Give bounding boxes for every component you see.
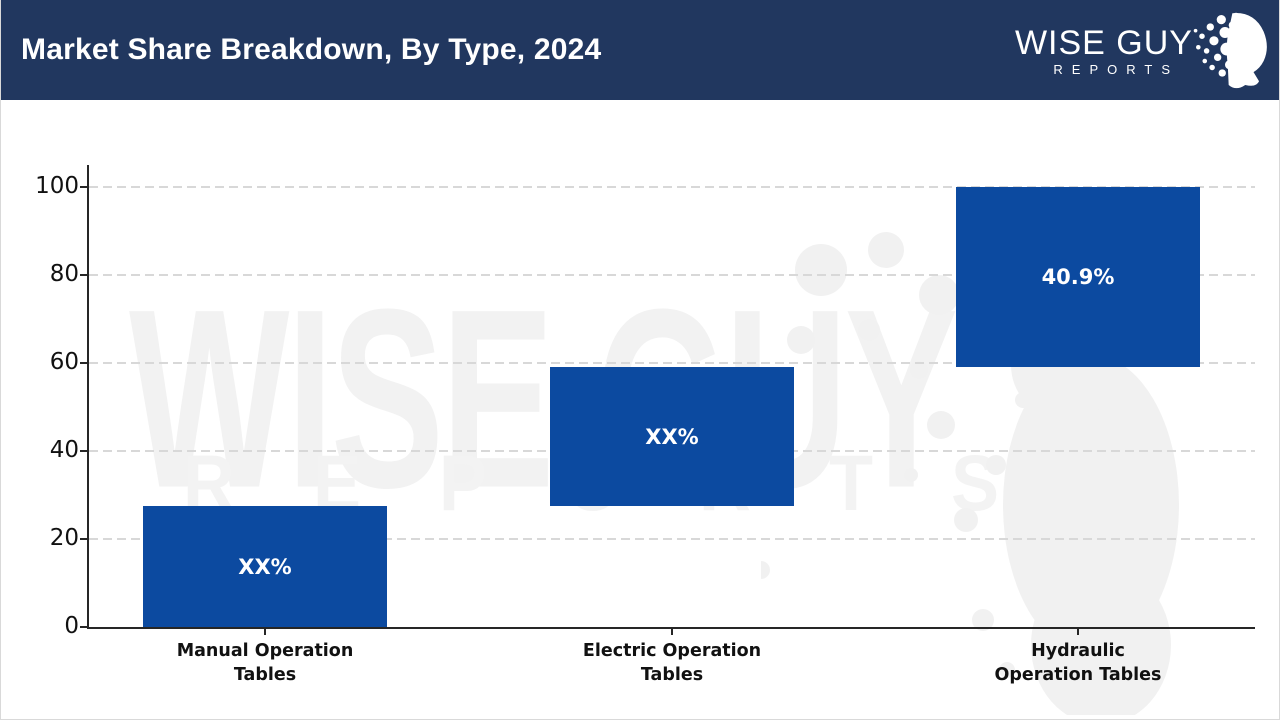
brand-logo: WISE GUY REPORTS [1015,0,1271,100]
logo-wordmark: WISE GUY [1014,24,1193,62]
bar-segment: XX% [143,506,387,627]
y-axis-tick [80,626,87,628]
category-label-line: Tables [640,664,704,685]
x-axis-tick [1077,629,1079,635]
y-axis-line [87,165,89,629]
watermark-face-icon [761,232,1179,715]
logo-face-icon [1193,12,1267,89]
bar-value-label: XX% [238,554,292,579]
x-axis-tick [264,629,266,635]
logo-subtext: REPORTS [1053,62,1179,77]
y-axis-tick [80,450,87,452]
y-axis-tick-label: 40 [49,437,79,463]
y-axis-tick [80,186,87,188]
gridline [89,274,1255,276]
category-label: Hydraulic Operation Tables [908,640,1248,687]
category-label-line: Tables [233,664,297,685]
bar-value-label: 40.9% [1041,265,1115,289]
y-axis-tick-label: 80 [49,261,79,287]
y-axis-tick-label: 60 [49,349,79,375]
y-axis-tick [80,362,87,364]
chart-title: Market Share Breakdown, By Type, 2024 [21,33,602,66]
y-axis-tick [80,538,87,540]
category-label-line: Operation Tables [994,664,1162,685]
category-label: Electric Operation Tables [502,640,842,687]
x-axis-tick [671,629,673,635]
bar-value-label: XX% [645,424,699,449]
y-axis-tick [80,274,87,276]
x-axis-line [87,627,1255,629]
watermark-wordmark: WISE GUY [129,257,958,542]
bar-segment: XX% [550,367,794,506]
header-bar: Market Share Breakdown, By Type, 2024 WI… [1,0,1279,100]
gridline [89,362,1255,364]
y-axis-tick-label: 20 [49,525,79,551]
y-axis-tick-label: 0 [64,613,79,639]
category-label-line: Manual Operation [176,641,354,661]
category-label-line: Hydraulic [1031,641,1125,661]
gridline [89,186,1255,188]
y-axis-tick-label: 100 [35,173,79,199]
bar-segment: 40.9% [956,187,1200,367]
category-label: Manual Operation Tables [95,640,435,687]
category-label-line: Electric Operation [582,641,762,661]
gridline [89,538,1255,540]
